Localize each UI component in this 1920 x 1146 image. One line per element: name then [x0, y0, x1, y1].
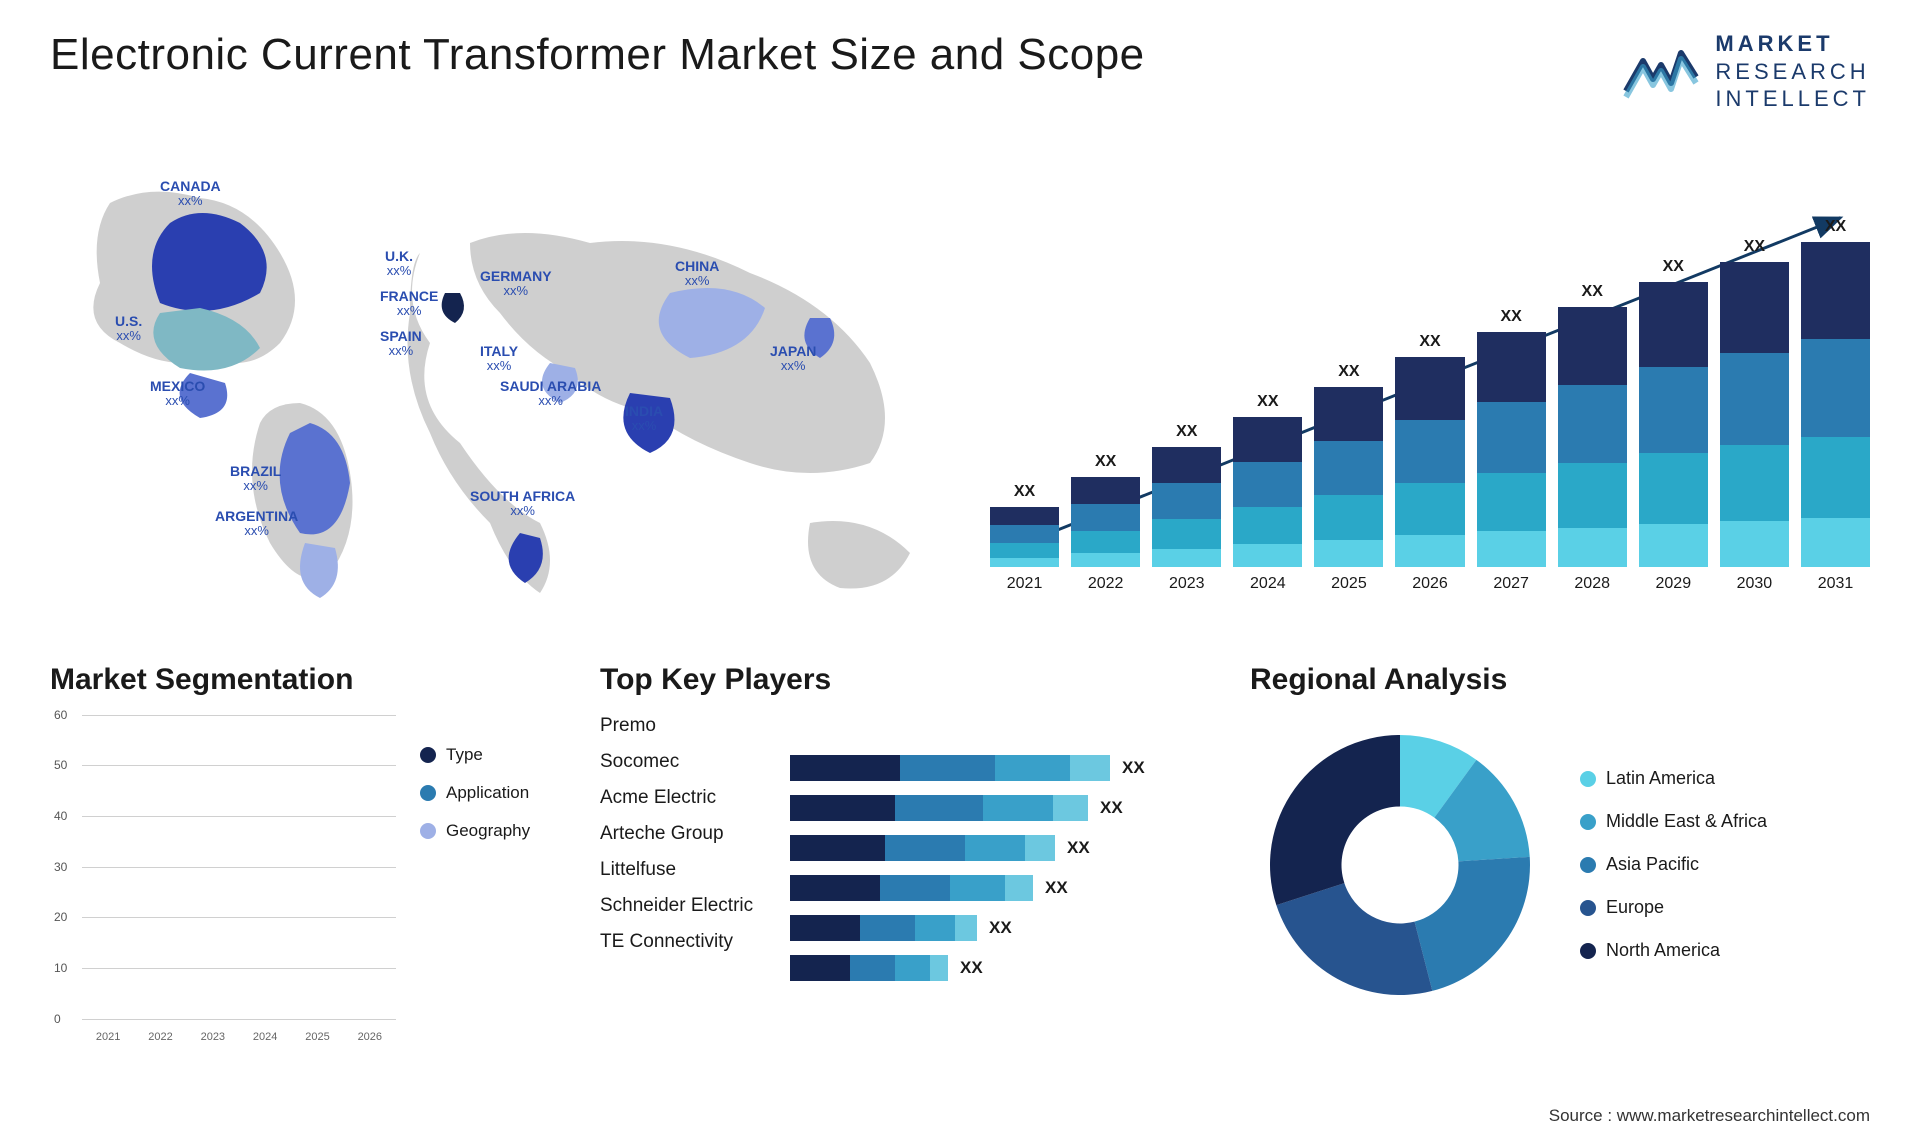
player-bar-row: XX	[790, 835, 1220, 861]
map-label: MEXICOxx%	[150, 378, 205, 409]
map-label: BRAZILxx%	[230, 463, 281, 494]
growth-bar: XX2027	[1477, 308, 1546, 593]
player-name: Socomec	[600, 751, 770, 773]
legend-item: Latin America	[1580, 768, 1870, 789]
page-title: Electronic Current Transformer Market Si…	[50, 30, 1145, 80]
growth-bar: XX2023	[1152, 423, 1221, 593]
growth-bar: XX2031	[1801, 218, 1870, 593]
logo-line1: MARKET	[1715, 30, 1870, 58]
legend-item: Middle East & Africa	[1580, 811, 1870, 832]
map-label: U.K.xx%	[385, 248, 413, 279]
growth-chart-panel: XX2021XX2022XX2023XX2024XX2025XX2026XX20…	[990, 143, 1870, 623]
map-label: GERMANYxx%	[480, 268, 552, 299]
growth-bar: XX2025	[1314, 363, 1383, 593]
map-label: JAPANxx%	[770, 343, 816, 374]
growth-bar: XX2029	[1639, 258, 1708, 593]
segmentation-chart: 0102030405060 202120222023202420252026	[50, 715, 396, 1043]
logo-line2: RESEARCH	[1715, 58, 1870, 86]
player-name: Premo	[600, 715, 770, 737]
map-label: ITALYxx%	[480, 343, 518, 374]
growth-bar: XX2022	[1071, 453, 1140, 593]
donut-slice	[1415, 856, 1530, 990]
segmentation-legend: Type Application Geography	[420, 715, 570, 1043]
growth-bar: XX2030	[1720, 238, 1789, 593]
map-label: INDIAxx%	[625, 403, 663, 434]
donut-slice	[1276, 883, 1432, 995]
player-bar-row: XX	[790, 875, 1220, 901]
growth-bar: XX2021	[990, 483, 1059, 593]
players-bar-chart: XX XX XX XX XX XX	[790, 715, 1220, 981]
map-label: SAUDI ARABIAxx%	[500, 378, 601, 409]
player-name: Schneider Electric	[600, 895, 770, 917]
player-name: Littelfuse	[600, 859, 770, 881]
map-label: ARGENTINAxx%	[215, 508, 298, 539]
player-bar-row	[790, 715, 1220, 741]
player-bar-row: XX	[790, 795, 1220, 821]
legend-item: Asia Pacific	[1580, 854, 1870, 875]
logo-icon	[1621, 41, 1701, 101]
player-name: Arteche Group	[600, 823, 770, 845]
legend-item: Type	[420, 745, 570, 765]
player-bar-row: XX	[790, 755, 1220, 781]
map-label: U.S.xx%	[115, 313, 142, 344]
players-panel: Top Key Players Premo Socomec Acme Electri…	[600, 663, 1220, 1043]
regional-legend: Latin America Middle East & Africa Asia Pa…	[1580, 768, 1870, 961]
map-label: SPAINxx%	[380, 328, 422, 359]
players-title: Top Key Players	[600, 663, 1220, 697]
regional-panel: Regional Analysis Latin America Middle Ea…	[1250, 663, 1870, 1043]
player-name: TE Connectivity	[600, 931, 770, 953]
player-name: Acme Electric	[600, 787, 770, 809]
legend-item: Geography	[420, 821, 570, 841]
growth-bar: XX2028	[1558, 283, 1627, 593]
logo-line3: INTELLECT	[1715, 85, 1870, 113]
map-label: FRANCExx%	[380, 288, 438, 319]
world-map-panel: CANADAxx% U.S.xx% MEXICOxx% BRAZILxx% ARGENT…	[50, 143, 950, 623]
map-label: CANADAxx%	[160, 178, 221, 209]
player-bar-row: XX	[790, 955, 1220, 981]
donut-slice	[1270, 735, 1400, 905]
map-label: SOUTH AFRICAxx%	[470, 488, 575, 519]
segmentation-panel: Market Segmentation 0102030405060 202120…	[50, 663, 570, 1043]
legend-item: Europe	[1580, 897, 1870, 918]
players-name-list: Premo Socomec Acme Electric Arteche Group Li…	[600, 715, 770, 981]
player-bar-row: XX	[790, 915, 1220, 941]
source-text: Source : www.marketresearchintellect.com	[1549, 1106, 1870, 1126]
legend-item: Application	[420, 783, 570, 803]
map-label: CHINAxx%	[675, 258, 719, 289]
regional-donut-chart	[1250, 715, 1550, 1015]
brand-logo: MARKET RESEARCH INTELLECT	[1621, 30, 1870, 113]
regional-title: Regional Analysis	[1250, 663, 1870, 697]
legend-item: North America	[1580, 940, 1870, 961]
segmentation-title: Market Segmentation	[50, 663, 570, 697]
growth-bar: XX2024	[1233, 393, 1302, 593]
growth-bar: XX2026	[1395, 333, 1464, 593]
